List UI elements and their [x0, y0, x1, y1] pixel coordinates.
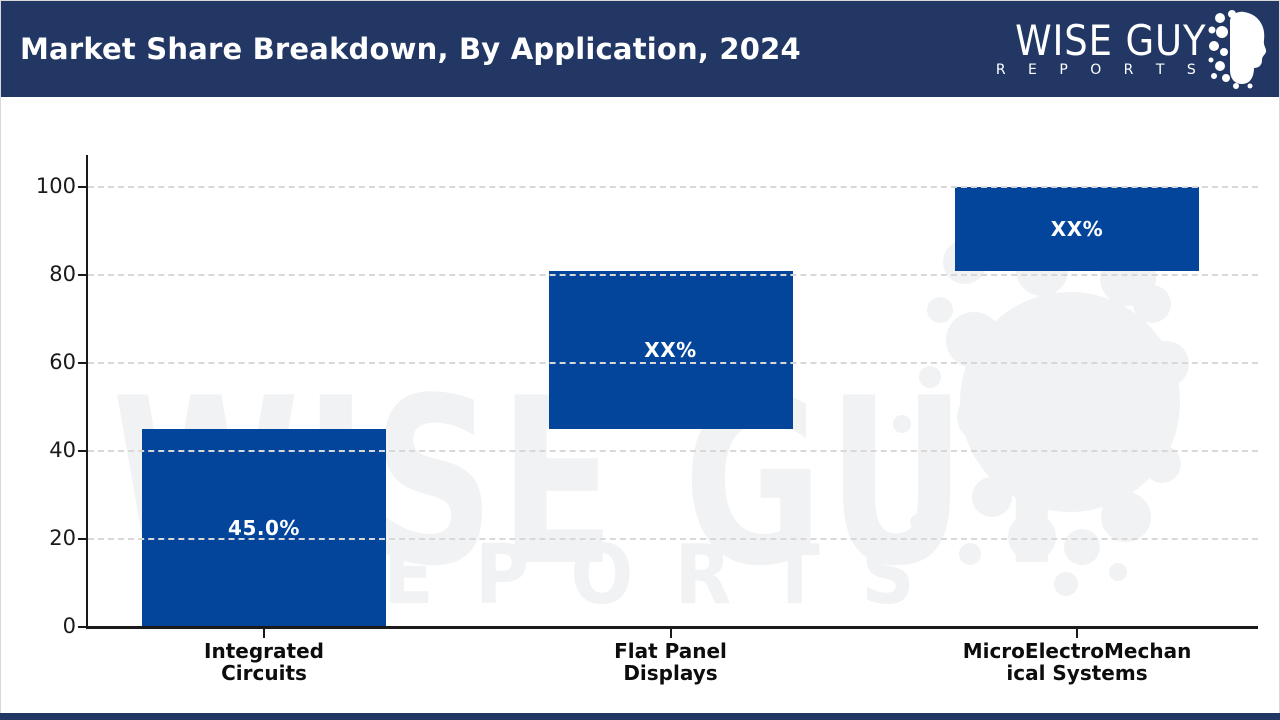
gridline — [88, 450, 1258, 452]
x-axis-line — [86, 626, 1258, 629]
x-category-line: MicroElectroMechan — [962, 639, 1192, 663]
logo-subtext: R E P O R T S — [995, 61, 1205, 78]
bar-segment: XX% — [955, 187, 1199, 271]
y-tick-label: 60 — [49, 350, 76, 374]
y-tick-mark — [78, 450, 87, 452]
x-category-label: Integrated Circuits — [114, 640, 414, 684]
y-tick-label: 80 — [49, 262, 76, 286]
x-category-line: ical Systems — [1006, 661, 1148, 685]
y-tick-mark — [78, 362, 87, 364]
y-tick-label: 100 — [35, 174, 76, 198]
bar-value-label: XX% — [1050, 216, 1104, 241]
page-title: Market Share Breakdown, By Application, … — [20, 31, 801, 66]
y-tick-mark — [78, 274, 87, 276]
y-tick-label: 0 — [62, 614, 76, 638]
bar-segment: 45.0% — [142, 429, 386, 627]
x-tick-mark — [1076, 629, 1078, 638]
y-tick-mark — [78, 538, 87, 540]
y-tick-mark — [78, 186, 87, 188]
logo-wordmark: WISE GUY — [1014, 16, 1206, 66]
logo-head-icon — [1208, 9, 1267, 89]
brand-logo: WISE GUY R E P O R T S — [989, 6, 1268, 91]
x-category-line: Flat Panel — [614, 639, 727, 663]
x-tick-mark — [669, 629, 672, 638]
watermark-head-icon — [893, 227, 1189, 596]
x-category-label: MicroElectroMechan ical Systems — [927, 640, 1227, 684]
brand-logo-text: WISE GUY R E P O R T S — [989, 16, 1206, 78]
x-tick-mark — [263, 629, 265, 638]
y-tick-label: 40 — [49, 438, 76, 462]
bar-value-label: XX% — [644, 337, 697, 362]
y-tick-label: 20 — [49, 526, 76, 550]
bar-value-label: 45.0% — [228, 516, 300, 540]
chart-area: WISE GUY REPORTS 0 20 40 60 80 100 45.0% Integr… — [0, 97, 1280, 713]
bar-segment: XX% — [548, 270, 793, 429]
x-category-line: Circuits — [221, 661, 307, 685]
gridline — [88, 186, 1258, 188]
gridline — [88, 274, 1258, 276]
x-category-label: Flat Panel Displays — [521, 640, 821, 684]
x-category-line: Integrated — [204, 639, 324, 663]
header: Market Share Breakdown, By Application, … — [0, 0, 1280, 97]
gridline — [88, 362, 1258, 364]
footer-bar — [0, 713, 1280, 720]
y-axis-line — [86, 155, 88, 628]
watermark-subtext: REPORTS — [285, 528, 956, 623]
x-category-line: Displays — [623, 661, 718, 685]
gridline — [88, 538, 1258, 540]
y-tick-mark — [78, 626, 87, 628]
